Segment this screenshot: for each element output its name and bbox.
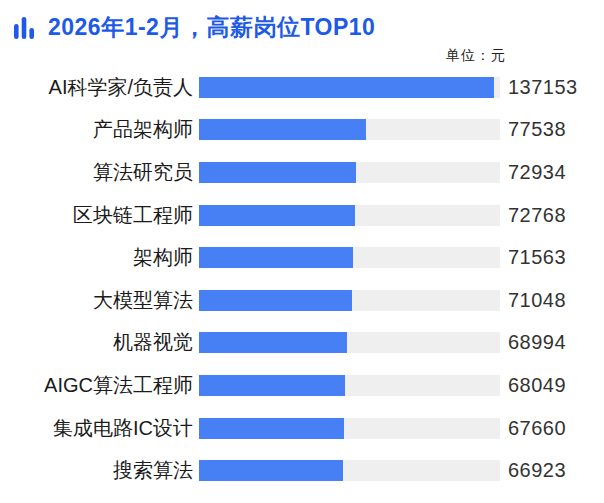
bar-fill xyxy=(199,205,355,226)
row-label: 机器视觉 xyxy=(0,329,193,356)
row-label: 产品架构师 xyxy=(0,116,193,143)
chart-title: 2026年1-2月，高薪岗位TOP10 xyxy=(48,14,375,42)
bar-track xyxy=(199,375,500,396)
row-value: 71563 xyxy=(508,246,566,269)
bar-row: 搜索算法 66923 xyxy=(0,449,604,492)
row-label: AIGC算法工程师 xyxy=(0,372,193,399)
bar-row: AIGC算法工程师 68049 xyxy=(0,364,604,407)
bar-row: AI科学家/负责人 137153 xyxy=(0,66,604,109)
bar-fill xyxy=(199,460,343,481)
bar-fill xyxy=(199,418,344,439)
bar-fill xyxy=(199,290,352,311)
row-value: 72768 xyxy=(508,204,566,227)
row-value: 137153 xyxy=(508,76,578,99)
bar-track xyxy=(199,460,500,481)
row-label: 集成电路IC设计 xyxy=(0,415,193,442)
row-value: 68049 xyxy=(508,374,566,397)
row-label: 架构师 xyxy=(0,244,193,271)
bar-track xyxy=(199,418,500,439)
row-label: AI科学家/负责人 xyxy=(0,74,193,101)
bar-track xyxy=(199,205,500,226)
bar-row: 集成电路IC设计 67660 xyxy=(0,407,604,450)
bar-track xyxy=(199,332,500,353)
bar-fill xyxy=(199,77,494,98)
row-label: 大模型算法 xyxy=(0,287,193,314)
row-value: 72934 xyxy=(508,161,566,184)
bar-track xyxy=(199,77,500,98)
row-value: 67660 xyxy=(508,417,566,440)
bar-track xyxy=(199,247,500,268)
row-value: 71048 xyxy=(508,289,566,312)
bar-row: 机器视觉 68994 xyxy=(0,322,604,365)
bar-chart-icon xyxy=(13,15,35,41)
bar-row: 区块链工程师 72768 xyxy=(0,194,604,237)
bar-fill xyxy=(199,162,356,183)
chart-header: 2026年1-2月，高薪岗位TOP10 xyxy=(13,14,375,42)
bar-row: 算法研究员 72934 xyxy=(0,151,604,194)
bar-fill xyxy=(199,119,366,140)
bar-track xyxy=(199,162,500,183)
row-value: 66923 xyxy=(508,459,566,482)
row-label: 算法研究员 xyxy=(0,159,193,186)
unit-label: 单位：元 xyxy=(446,47,506,65)
row-value: 77538 xyxy=(508,118,566,141)
bar-row: 产品架构师 77538 xyxy=(0,109,604,152)
bar-row: 大模型算法 71048 xyxy=(0,279,604,322)
high-salary-top10-chart: 2026年1-2月，高薪岗位TOP10 单位：元 AI科学家/负责人 137153… xyxy=(0,0,604,503)
bar-track xyxy=(199,119,500,140)
bar-track xyxy=(199,290,500,311)
row-label: 搜索算法 xyxy=(0,457,193,484)
bar-fill xyxy=(199,332,347,353)
row-value: 68994 xyxy=(508,331,566,354)
bar-rows-container: AI科学家/负责人 137153 产品架构师 77538 算法研究员 72934 区块链工程… xyxy=(0,66,604,492)
bar-row: 架构师 71563 xyxy=(0,236,604,279)
row-label: 区块链工程师 xyxy=(0,202,193,229)
bar-fill xyxy=(199,247,353,268)
bar-fill xyxy=(199,375,345,396)
